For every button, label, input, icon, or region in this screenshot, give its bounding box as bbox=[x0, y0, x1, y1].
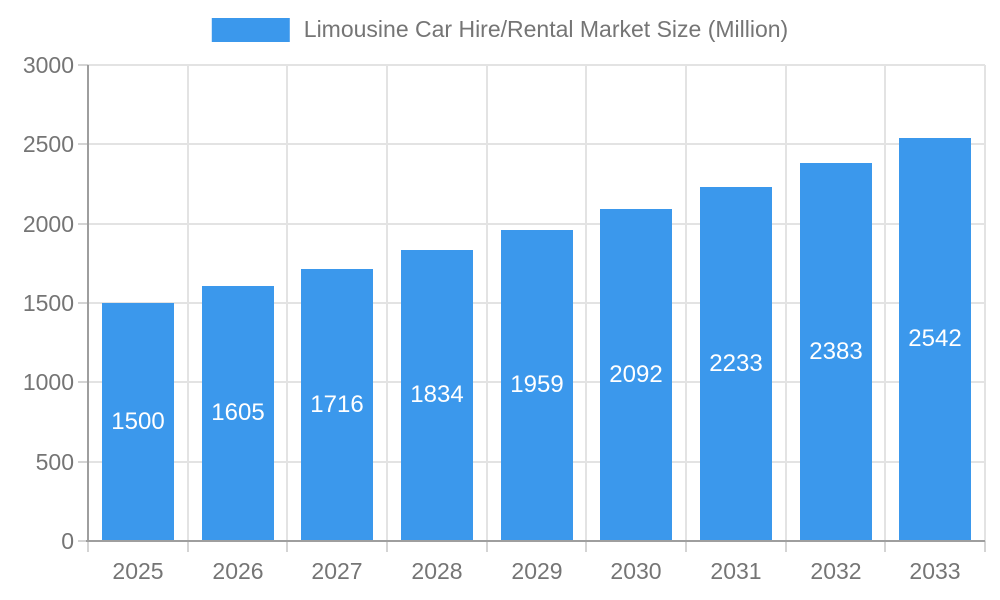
x-gridline bbox=[685, 65, 687, 541]
x-axis-tick bbox=[884, 541, 886, 552]
y-axis-tick bbox=[78, 302, 88, 304]
bar-value-label: 1834 bbox=[410, 381, 464, 408]
y-gridline bbox=[88, 64, 985, 66]
legend-item[interactable]: Limousine Car Hire/Rental Market Size (M… bbox=[211, 16, 789, 43]
bar-value-label: 2233 bbox=[709, 349, 763, 377]
bar-value-label: 1500 bbox=[111, 407, 165, 435]
legend-label: Limousine Car Hire/Rental Market Size (M… bbox=[303, 16, 789, 42]
y-gridline bbox=[88, 223, 985, 225]
bar[interactable]: 2383 bbox=[800, 163, 872, 540]
y-axis-label: 2500 bbox=[22, 131, 74, 157]
y-axis-label: 500 bbox=[35, 449, 74, 475]
y-axis-tick bbox=[78, 64, 88, 66]
y-axis-tick bbox=[78, 381, 88, 383]
x-axis-label: 2031 bbox=[710, 558, 762, 584]
y-axis-label: 0 bbox=[61, 528, 74, 554]
y-axis-label: 1000 bbox=[22, 369, 74, 395]
y-axis-tick bbox=[78, 461, 88, 463]
x-gridline bbox=[386, 65, 388, 541]
bar-value-label: 1716 bbox=[310, 390, 364, 418]
x-gridline bbox=[486, 65, 488, 541]
bar-value-label: 2383 bbox=[809, 337, 863, 365]
y-axis-tick bbox=[78, 143, 88, 145]
y-axis-label: 3000 bbox=[22, 52, 74, 78]
bar[interactable]: 1834 bbox=[401, 250, 473, 540]
x-axis-tick bbox=[386, 541, 388, 552]
x-axis-tick bbox=[984, 541, 986, 552]
bar[interactable]: 2542 bbox=[899, 138, 971, 540]
x-gridline bbox=[187, 65, 189, 541]
y-gridline bbox=[88, 143, 985, 145]
y-axis-label: 1500 bbox=[22, 290, 74, 316]
bar-value-label: 1605 bbox=[211, 399, 265, 426]
x-axis-label: 2028 bbox=[411, 558, 463, 584]
x-gridline bbox=[785, 65, 787, 541]
bar[interactable]: 1605 bbox=[202, 286, 274, 540]
x-axis-tick bbox=[585, 541, 587, 552]
x-axis-label: 2027 bbox=[311, 558, 363, 584]
x-gridline bbox=[286, 65, 288, 541]
x-axis-tick bbox=[486, 541, 488, 552]
x-axis-tick bbox=[187, 541, 189, 552]
x-gridline bbox=[984, 65, 986, 541]
bar[interactable]: 1716 bbox=[301, 269, 373, 540]
x-axis-label: 2032 bbox=[810, 558, 862, 584]
y-axis-line bbox=[87, 65, 89, 541]
y-axis-tick bbox=[78, 540, 88, 542]
y-axis-tick bbox=[78, 223, 88, 225]
x-axis-tick bbox=[286, 541, 288, 552]
bar[interactable]: 2233 bbox=[700, 187, 772, 540]
legend-swatch-icon bbox=[211, 17, 290, 42]
bar[interactable]: 1500 bbox=[102, 303, 174, 540]
x-axis-label: 2026 bbox=[212, 558, 264, 584]
x-axis-tick bbox=[685, 541, 687, 552]
x-axis-line bbox=[86, 540, 985, 542]
x-axis-label: 2029 bbox=[511, 558, 563, 584]
bar-value-label: 2092 bbox=[609, 360, 663, 388]
bar[interactable]: 1959 bbox=[501, 230, 573, 540]
bar[interactable]: 2092 bbox=[600, 209, 672, 540]
x-axis-label: 2025 bbox=[112, 558, 164, 584]
x-gridline bbox=[884, 65, 886, 541]
y-axis-label: 2000 bbox=[22, 211, 74, 237]
x-axis-tick bbox=[785, 541, 787, 552]
x-gridline bbox=[585, 65, 587, 541]
bar-value-label: 1959 bbox=[510, 371, 564, 398]
x-axis-label: 2030 bbox=[610, 558, 662, 584]
x-axis-label: 2033 bbox=[909, 558, 961, 584]
x-axis-tick bbox=[87, 541, 89, 552]
bar-value-label: 2542 bbox=[908, 325, 962, 352]
